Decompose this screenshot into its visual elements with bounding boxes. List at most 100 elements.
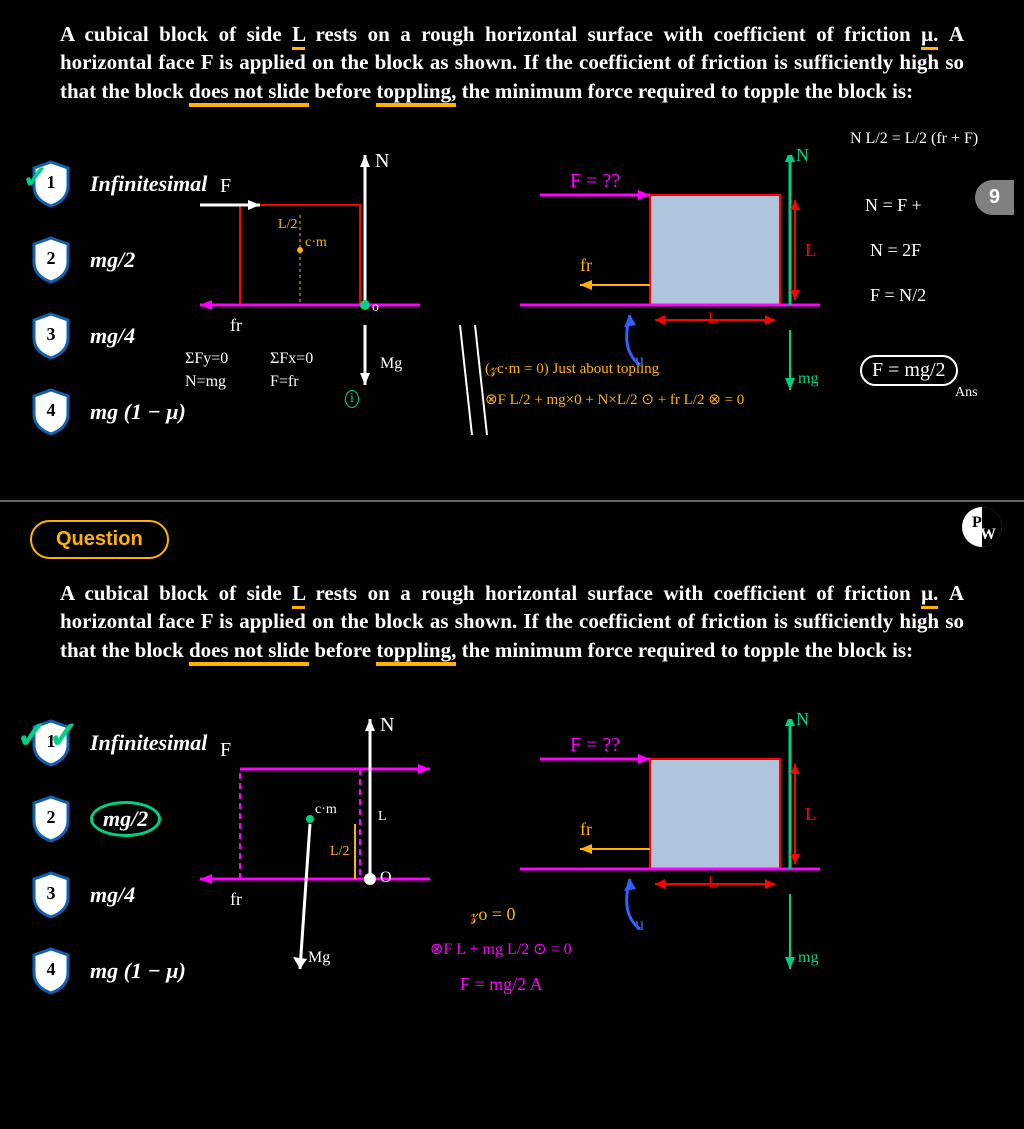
- lbl-halfL-top: L/2: [278, 217, 297, 233]
- q-dns: does not slide: [189, 79, 309, 107]
- lbl-o-top: o: [372, 300, 379, 316]
- lbl-sfy: ΣFy=0: [185, 350, 228, 368]
- lbl-frr-top: fr: [580, 255, 592, 276]
- options-top: 1 Infinitesimal ✓ 2 mg/2 3 mg/4 4 mg (1: [30, 160, 207, 464]
- option-text-1: Infinitesimal: [90, 171, 207, 197]
- lbl-halfL-bot: L/2: [330, 844, 349, 860]
- eq-e3: N = 2F: [870, 240, 921, 261]
- option-b3: 3 mg/4: [30, 871, 207, 919]
- lbl-t2: F = mg/2 A: [460, 974, 543, 995]
- q-toppling: toppling,: [376, 79, 456, 107]
- lbl-Lr-bot: L: [805, 804, 816, 825]
- option-text-3: mg/4: [90, 323, 135, 349]
- shield-num-2: 2: [47, 248, 56, 269]
- q-mu: μ.: [921, 22, 938, 50]
- lbl-N-bot: N: [380, 714, 394, 737]
- option-1: 1 Infinitesimal: [30, 160, 207, 208]
- lbl-fr-top: fr: [230, 315, 242, 336]
- lbl-Nr-top: N: [796, 145, 809, 166]
- diagram-top: F N c·m L/2 o fr Mg ΣFy=0 N=mg ΣFx=0 F=f…: [200, 155, 990, 465]
- question-pill: Question: [30, 520, 169, 559]
- lbl-cm-top: c·m: [305, 235, 327, 251]
- shield-b2: 2: [30, 795, 72, 843]
- lbl-F-top: F: [220, 175, 231, 198]
- eq-e2: N = F +: [865, 195, 922, 216]
- q-mid3: before: [309, 79, 376, 103]
- option-3: 3 mg/4: [30, 312, 207, 360]
- lbl-t1: ⊗F L + mg L/2 ⊙ = 0: [430, 939, 572, 959]
- lbl-u-bot: u: [635, 914, 644, 935]
- lbl-O-bot: O: [380, 869, 392, 887]
- shield-num-4: 4: [47, 400, 56, 421]
- lbl-t0: 𝓏o = 0: [470, 904, 516, 925]
- eq-e5: F = mg/2: [860, 355, 958, 386]
- panel-bottom: A cubical block of side L rests on a rou…: [0, 559, 1024, 1129]
- lbl-circ-i: i: [345, 390, 359, 408]
- question-text-top: A cubical block of side L rests on a rou…: [0, 0, 1024, 115]
- lbl-frr-bot: fr: [580, 819, 592, 840]
- lbl-ffr: F=fr: [270, 373, 299, 391]
- q2-L: L: [292, 581, 305, 609]
- svg-text:W: W: [980, 526, 996, 543]
- lbl-mg-bot: Mg: [308, 949, 330, 967]
- q2-mid4: the minimum force required to topple the…: [456, 638, 913, 662]
- lbl-tau2: ⊗F L/2 + mg×0 + N×L/2 ⊙ + fr L/2 ⊗ = 0: [485, 390, 744, 409]
- lbl-nmg: N=mg: [185, 373, 226, 391]
- shield-num-b4: 4: [47, 959, 56, 980]
- q2-dns: does not slide: [189, 638, 309, 666]
- divider: [0, 500, 1024, 502]
- q2-mid1: rests on a rough horizontal surface with…: [305, 581, 921, 605]
- diagram-bottom-svg: [200, 719, 990, 1039]
- lbl-Fqq-bot: F = ??: [570, 734, 620, 757]
- option-b4: 4 mg (1 − μ): [30, 947, 207, 995]
- shield-num-1: 1: [47, 172, 56, 193]
- lbl-Nr-bot: N: [796, 709, 809, 730]
- option-text-4: mg (1 − μ): [90, 399, 186, 425]
- q2-mid3: before: [309, 638, 376, 662]
- eq-e1: N L/2 = L/2 (fr + F): [850, 130, 978, 148]
- shield-num-3: 3: [47, 324, 56, 345]
- option-4: 4 mg (1 − μ): [30, 388, 207, 436]
- option-text-2: mg/2: [90, 247, 135, 273]
- lbl-mg-top: Mg: [380, 355, 402, 373]
- lbl-F-bot: F: [220, 739, 231, 762]
- option-text-b1: Infinitesimal: [90, 730, 207, 756]
- lbl-cm-bot: c·m: [315, 802, 337, 818]
- shield-b3: 3: [30, 871, 72, 919]
- shield-2: 2: [30, 236, 72, 284]
- option-text-b4: mg (1 − μ): [90, 958, 186, 984]
- lbl-Lb-bot: L: [708, 874, 718, 892]
- q-L: L: [292, 22, 305, 50]
- q2-pre1: A cubical block of side: [60, 581, 292, 605]
- lbl-fr-bot: fr: [230, 889, 242, 910]
- question-text-bottom: A cubical block of side L rests on a rou…: [0, 559, 1024, 674]
- q2-toppling: toppling,: [376, 638, 456, 666]
- q2-mu: μ.: [921, 581, 938, 609]
- shield-num-b3: 3: [47, 883, 56, 904]
- lbl-mgr-top: mg: [798, 370, 818, 388]
- pw-logo: P W: [960, 505, 1004, 549]
- diagram-bottom: F N c·m L L/2 O fr Mg 𝓏o = 0 ⊗F L + mg L…: [200, 719, 990, 1029]
- eq-ans: Ans: [955, 385, 978, 401]
- lbl-tau1: (𝓏c·m = 0) Just about topling: [485, 360, 659, 378]
- lbl-Ll-bot: L: [378, 809, 387, 825]
- lbl-sfx: ΣFx=0: [270, 350, 313, 368]
- option-b2: ✓✓ 2 mg/2: [30, 795, 207, 843]
- shield-num-b2: 2: [47, 807, 56, 828]
- lbl-Lb-top: L: [708, 310, 718, 328]
- lbl-Fqq-top: F = ??: [570, 170, 620, 193]
- panel-top: A cubical block of side L rests on a rou…: [0, 0, 1024, 500]
- q-mid1: rests on a rough horizontal surface with…: [305, 22, 921, 46]
- option-text-b2: mg/2: [90, 801, 161, 837]
- option-2: ✓ 2 mg/2: [30, 236, 207, 284]
- shield-3: 3: [30, 312, 72, 360]
- q-pre1: A cubical block of side: [60, 22, 292, 46]
- shield-4: 4: [30, 388, 72, 436]
- eq-e4: F = N/2: [870, 285, 926, 306]
- lbl-Lr-top: L: [805, 240, 816, 261]
- check-2-top: ✓: [22, 158, 49, 196]
- option-text-b3: mg/4: [90, 882, 135, 908]
- options-bottom: 1 Infinitesimal ✓✓ 2 mg/2 3 mg/4 4 mg (1: [30, 719, 207, 1023]
- q-mid4: the minimum force required to topple the…: [456, 79, 913, 103]
- shield-b4: 4: [30, 947, 72, 995]
